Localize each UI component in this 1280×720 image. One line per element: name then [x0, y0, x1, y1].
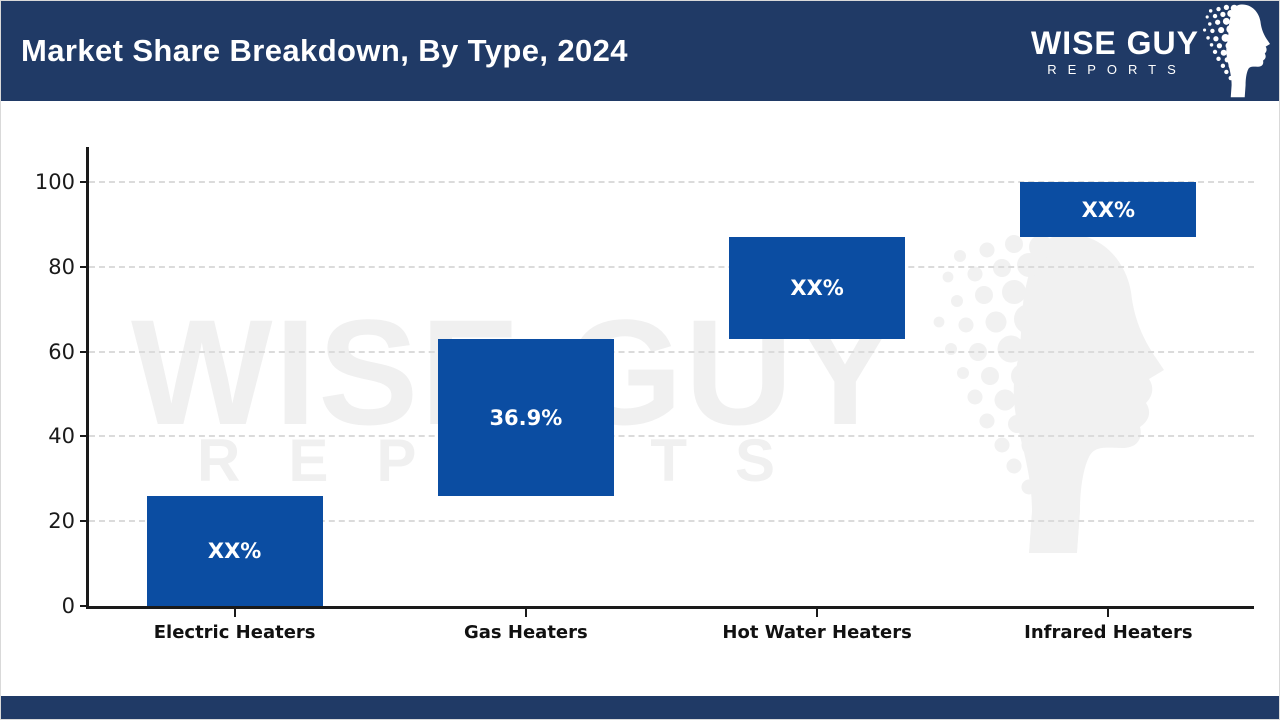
x-category-label: Gas Heaters: [464, 622, 588, 643]
logo-subtitle: REPORTS: [1047, 61, 1187, 77]
page-title: Market Share Breakdown, By Type, 2024: [21, 33, 628, 68]
chart-area: WISE GUY REPORTS 020406080100XX%Electric…: [1, 101, 1279, 696]
x-tick-mark: [816, 609, 819, 617]
bar-value-label: 36.9%: [489, 405, 563, 430]
wise-guy-logo: WISE GUY REPORTS: [1031, 1, 1275, 101]
x-tick-mark: [1107, 609, 1110, 617]
x-category-label: Electric Heaters: [153, 622, 316, 643]
bar-value-label: XX%: [207, 538, 262, 563]
x-category-label: Infrared Heaters: [1024, 622, 1193, 643]
y-tick-mark: [80, 181, 89, 183]
bar-value-label: XX%: [790, 276, 844, 301]
bar-gas-heaters: 36.9%: [437, 339, 614, 496]
logo-text: WISE GUY REPORTS: [1031, 27, 1199, 76]
bar-value-label: XX%: [1081, 197, 1136, 222]
footer-bar: [1, 696, 1279, 719]
gridline: [89, 181, 1254, 183]
gridline: [89, 520, 1254, 523]
logo-head-icon: [1202, 4, 1271, 98]
y-tick-mark: [80, 265, 89, 268]
bar-hot-water-heaters: XX%: [729, 237, 906, 340]
y-tick-mark: [80, 350, 89, 353]
y-tick-mark: [80, 520, 89, 523]
y-tick-mark: [80, 435, 89, 438]
gridline: [89, 265, 1254, 268]
watermark-head-icon: [933, 234, 1164, 553]
y-tick-label: 20: [48, 509, 75, 534]
header-bar: Market Share Breakdown, By Type, 2024 WI…: [1, 1, 1279, 101]
y-tick-label: 40: [48, 424, 75, 449]
y-tick-label: 60: [48, 339, 75, 364]
y-tick-label: 0: [61, 594, 75, 618]
x-tick-mark: [233, 609, 236, 617]
x-tick-mark: [524, 609, 527, 617]
x-category-label: Hot Water Heaters: [722, 622, 912, 643]
logo-wordmark: WISE GUY: [1030, 24, 1199, 61]
y-tick-mark: [80, 605, 89, 607]
gridline: [89, 435, 1254, 438]
gridline: [89, 350, 1254, 353]
y-tick-label: 80: [48, 254, 75, 279]
bar-infrared-heaters: XX%: [1020, 182, 1197, 238]
y-tick-label: 100: [34, 170, 75, 194]
x-axis-line: [86, 606, 1254, 609]
bar-electric-heaters: XX%: [146, 495, 323, 606]
y-axis-line: [86, 147, 89, 609]
